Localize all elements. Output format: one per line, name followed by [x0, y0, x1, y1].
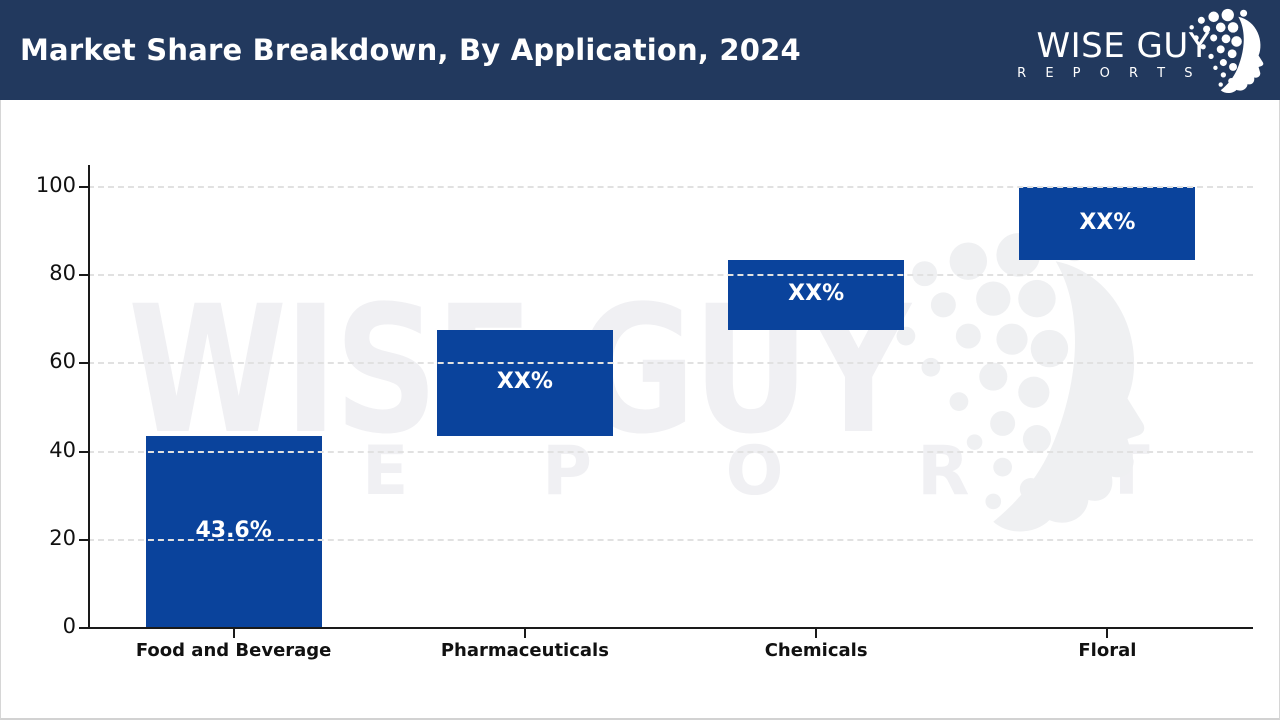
x-tick-mark-2 — [815, 629, 818, 638]
y-tick-label-40: 40 — [49, 437, 76, 462]
page-title: Market Share Breakdown, By Application, … — [20, 33, 801, 67]
y-tick-label-0: 0 — [62, 614, 76, 638]
y-tick-mark-20 — [79, 538, 88, 541]
bar-value-label: XX% — [496, 369, 553, 395]
dotted-head-icon — [1189, 8, 1264, 94]
y-tick-label-100: 100 — [35, 173, 76, 197]
category-label-2: Chemicals — [764, 640, 868, 661]
y-axis-line — [88, 165, 90, 629]
brand-logo-subtitle: R E P O R T S — [1017, 66, 1200, 81]
y-tick-mark-80 — [79, 274, 88, 277]
y-tick-mark-60 — [79, 362, 88, 365]
bar-value-label: XX% — [1079, 209, 1136, 235]
header-band: Market Share Breakdown, By Application, … — [0, 0, 1280, 100]
x-tick-mark-3 — [1106, 629, 1109, 638]
category-label-3: Floral — [1078, 640, 1137, 661]
x-axis-line — [88, 627, 1253, 629]
y-tick-label-60: 60 — [49, 349, 76, 374]
gridline-80 — [88, 274, 1253, 277]
y-tick-mark-0 — [79, 627, 88, 629]
bar-value-label: XX% — [788, 281, 845, 307]
brand-logo: WISE GUY R E P O R T S — [1012, 4, 1274, 98]
watermark-subtitle: R E P O R T S — [176, 432, 1280, 511]
x-tick-mark-1 — [523, 629, 526, 638]
gridline-20 — [88, 538, 1253, 541]
gridline-40 — [88, 450, 1253, 453]
y-tick-label-80: 80 — [49, 261, 76, 286]
category-label-1: Pharmaceuticals — [440, 640, 609, 661]
x-tick-mark-0 — [232, 629, 235, 638]
brand-logo-wordmark: WISE GUY — [1036, 26, 1210, 66]
bar-chemicals — [728, 260, 905, 331]
bar-value-label: 43.6% — [195, 517, 272, 543]
gridline-60 — [88, 362, 1253, 365]
bar-pharmaceuticals — [436, 330, 613, 436]
y-tick-mark-40 — [79, 450, 88, 453]
y-tick-label-20: 20 — [49, 525, 76, 550]
y-tick-mark-100 — [79, 186, 88, 188]
bar-floral — [1019, 187, 1196, 261]
category-label-0: Food and Beverage — [135, 640, 332, 661]
bar-food-and-beverage — [145, 435, 322, 628]
gridline-100 — [88, 186, 1253, 188]
